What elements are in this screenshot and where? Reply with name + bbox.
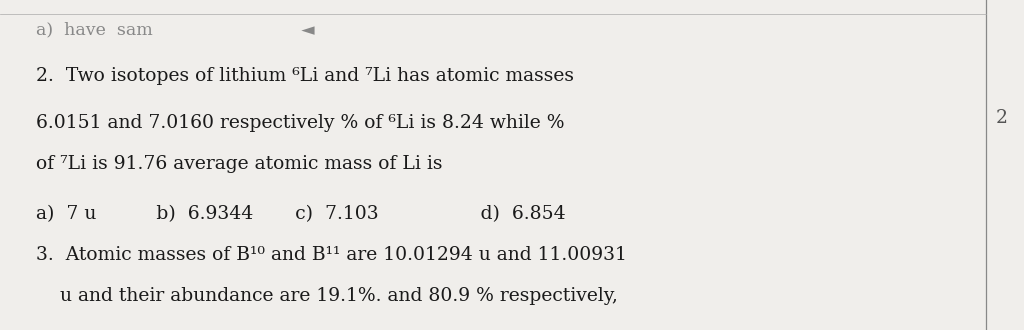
Text: u and their abundance are 19.1%. and 80.9 % respectively,: u and their abundance are 19.1%. and 80.… bbox=[36, 287, 617, 305]
Text: a)  have  sam                           ◄: a) have sam ◄ bbox=[36, 21, 314, 39]
Text: of ⁷Li is 91.76 average atomic mass of Li is: of ⁷Li is 91.76 average atomic mass of L… bbox=[36, 155, 442, 173]
Text: 2.  Two isotopes of lithium ⁶Li and ⁷Li has atomic masses: 2. Two isotopes of lithium ⁶Li and ⁷Li h… bbox=[36, 67, 573, 85]
Text: 2: 2 bbox=[995, 109, 1008, 127]
Text: a)  7 u          b)  6.9344       c)  7.103                 d)  6.854: a) 7 u b) 6.9344 c) 7.103 d) 6.854 bbox=[36, 205, 565, 223]
Text: 3.  Atomic masses of B¹⁰ and B¹¹ are 10.01294 u and 11.00931: 3. Atomic masses of B¹⁰ and B¹¹ are 10.0… bbox=[36, 246, 627, 264]
Text: 6.0151 and 7.0160 respectively % of ⁶Li is 8.24 while %: 6.0151 and 7.0160 respectively % of ⁶Li … bbox=[36, 114, 564, 132]
